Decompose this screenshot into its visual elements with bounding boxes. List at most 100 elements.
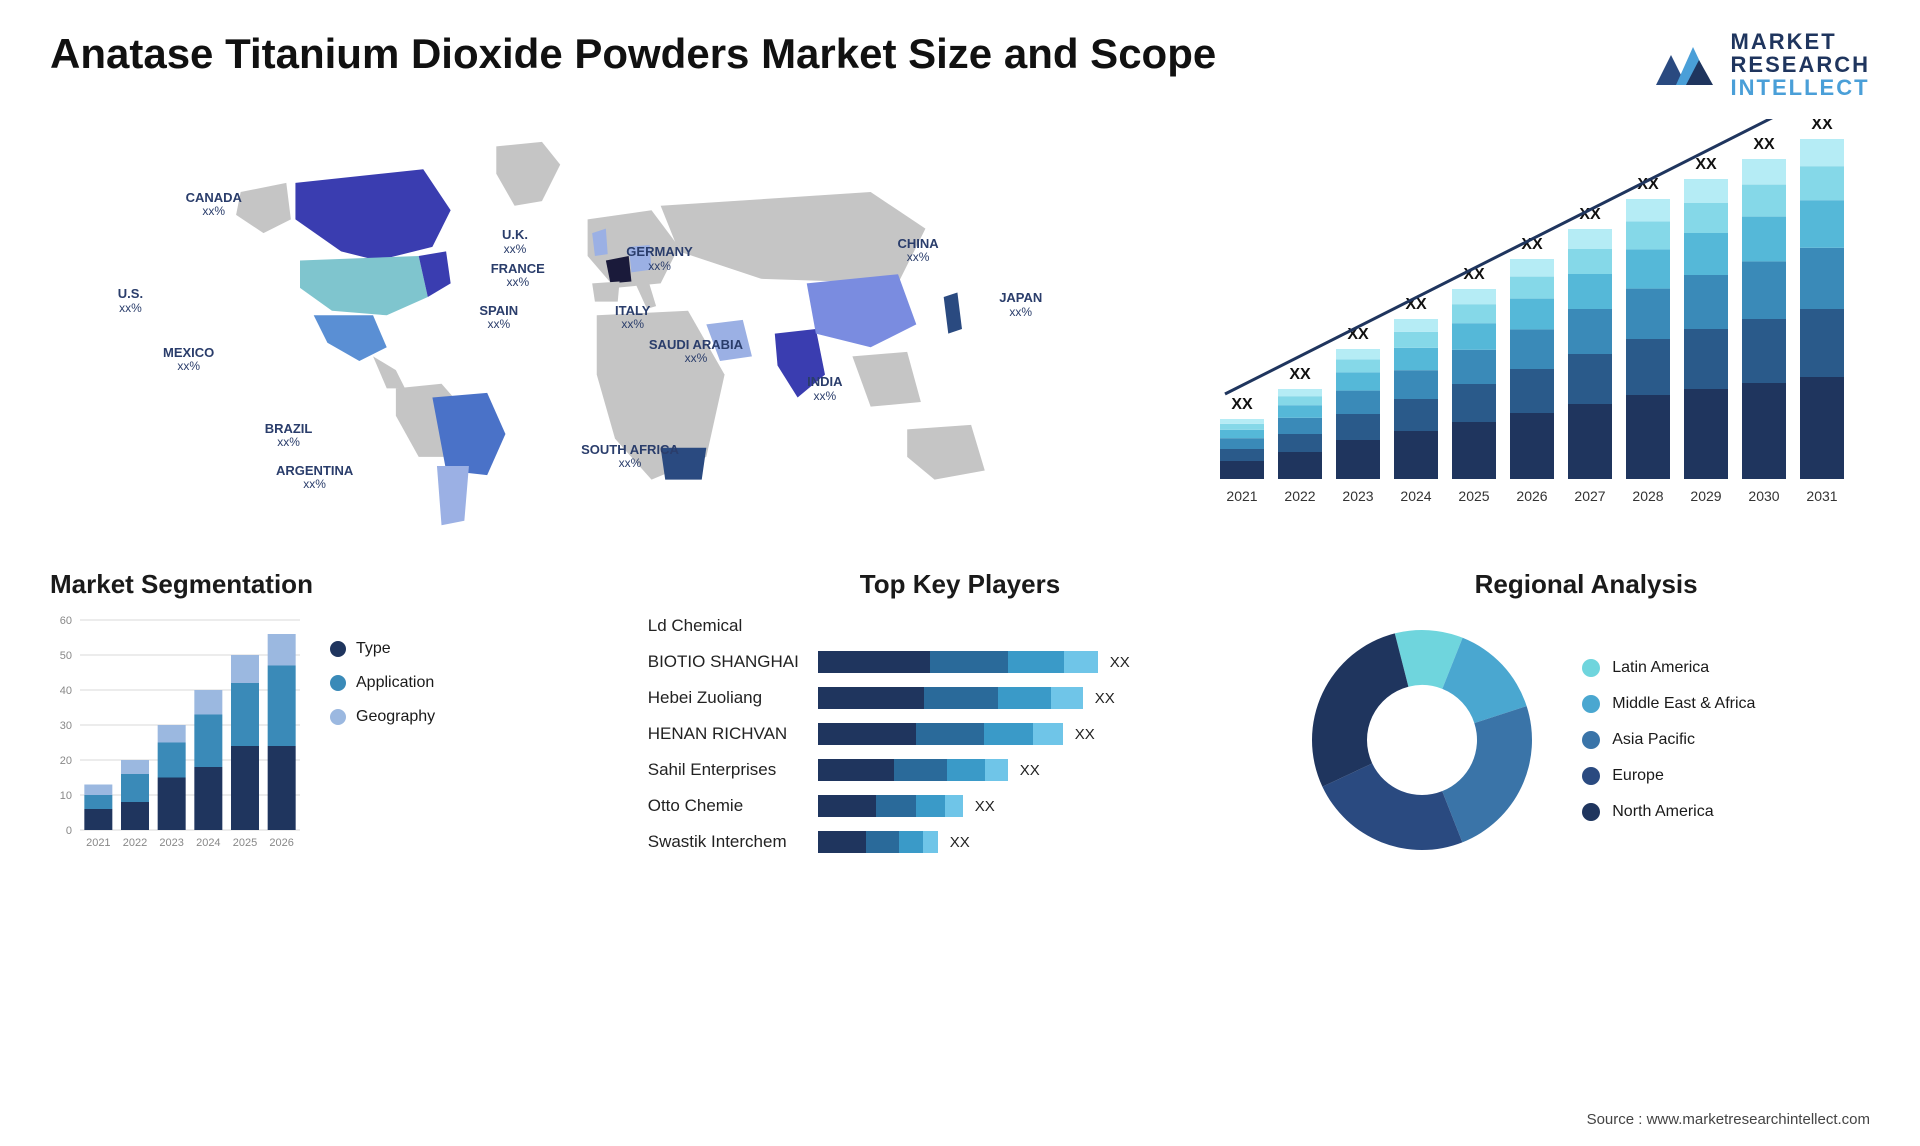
map-label-canada: CANADAxx% bbox=[186, 191, 242, 218]
forecast-bar-seg bbox=[1568, 354, 1612, 404]
key-player-bar-seg bbox=[818, 759, 894, 781]
forecast-bar-seg bbox=[1568, 249, 1612, 274]
forecast-bar-seg bbox=[1684, 275, 1728, 329]
key-player-bar-seg bbox=[984, 723, 1033, 745]
segmentation-title: Market Segmentation bbox=[50, 569, 618, 600]
legend-swatch bbox=[1582, 731, 1600, 749]
forecast-bar-seg bbox=[1742, 383, 1786, 479]
forecast-year-label: 2027 bbox=[1574, 488, 1605, 504]
forecast-bar-seg bbox=[1684, 329, 1728, 389]
forecast-bar-seg bbox=[1742, 185, 1786, 217]
map-region-australia bbox=[907, 425, 985, 480]
map-label-spain: SPAINxx% bbox=[479, 304, 518, 331]
segmentation-chart: 0102030405060202120222023202420252026 bbox=[50, 610, 310, 860]
forecast-bar-seg bbox=[1510, 277, 1554, 299]
legend-label: Europe bbox=[1612, 767, 1664, 785]
key-player-bar-seg bbox=[1051, 687, 1083, 709]
forecast-bar-seg bbox=[1626, 222, 1670, 250]
key-player-bar-wrap: XX bbox=[818, 759, 1273, 781]
forecast-year-label: 2030 bbox=[1748, 488, 1779, 504]
forecast-bar-seg bbox=[1742, 217, 1786, 262]
key-player-value: XX bbox=[1095, 690, 1115, 707]
brand-logo: MARKET RESEARCH INTELLECT bbox=[1651, 30, 1870, 99]
legend-label: Application bbox=[356, 674, 434, 692]
donut-slice bbox=[1312, 633, 1408, 786]
forecast-bar-seg bbox=[1220, 438, 1264, 449]
map-label-south-africa: SOUTH AFRICAxx% bbox=[581, 443, 679, 470]
forecast-bar-seg bbox=[1394, 348, 1438, 370]
regional-legend-item: North America bbox=[1582, 803, 1755, 821]
seg-bar-seg bbox=[121, 760, 149, 774]
forecast-bar-seg bbox=[1278, 434, 1322, 452]
seg-bar-seg bbox=[194, 715, 222, 768]
map-region-canada bbox=[295, 169, 450, 260]
seg-bar-seg bbox=[268, 634, 296, 666]
regional-donut bbox=[1302, 620, 1542, 860]
seg-ytick: 50 bbox=[60, 650, 72, 662]
map-label-france: FRANCExx% bbox=[491, 262, 545, 289]
forecast-bar-seg bbox=[1278, 405, 1322, 418]
seg-bar-seg bbox=[84, 785, 112, 796]
forecast-bar-seg bbox=[1684, 203, 1728, 233]
forecast-bar-seg bbox=[1394, 399, 1438, 431]
map-region-spain bbox=[592, 282, 619, 302]
forecast-bar-label: XX bbox=[1347, 326, 1369, 343]
forecast-bar-seg bbox=[1336, 360, 1380, 373]
key-player-bar-seg bbox=[923, 831, 937, 853]
forecast-bar-seg bbox=[1336, 414, 1380, 440]
map-region-china bbox=[807, 274, 917, 347]
key-player-name: HENAN RICHVAN bbox=[648, 724, 818, 744]
seg-bar-seg bbox=[84, 809, 112, 830]
forecast-bar-seg bbox=[1568, 404, 1612, 479]
forecast-bar-seg bbox=[1220, 449, 1264, 461]
key-player-bar-wrap: XX bbox=[818, 795, 1273, 817]
seg-legend-item: Geography bbox=[330, 708, 435, 726]
legend-swatch bbox=[1582, 659, 1600, 677]
forecast-bar-seg bbox=[1568, 274, 1612, 309]
key-player-row: Swastik InterchemXX bbox=[648, 826, 1273, 858]
key-player-bar-seg bbox=[876, 795, 917, 817]
map-region-se-asia bbox=[852, 352, 920, 407]
forecast-year-label: 2021 bbox=[1226, 488, 1257, 504]
key-player-name: Hebei Zuoliang bbox=[648, 688, 818, 708]
forecast-bar-seg bbox=[1626, 339, 1670, 395]
key-player-row: Sahil EnterprisesXX bbox=[648, 754, 1273, 786]
key-player-value: XX bbox=[1075, 726, 1095, 743]
forecast-bar-label: XX bbox=[1695, 156, 1717, 173]
key-player-row: HENAN RICHVAN XX bbox=[648, 718, 1273, 750]
page-title: Anatase Titanium Dioxide Powders Market … bbox=[50, 30, 1216, 78]
forecast-year-label: 2028 bbox=[1632, 488, 1663, 504]
forecast-bar-seg bbox=[1220, 424, 1264, 430]
forecast-bar-seg bbox=[1510, 369, 1554, 413]
forecast-bar-seg bbox=[1394, 431, 1438, 479]
map-region-alaska bbox=[236, 183, 291, 233]
logo-text-3: INTELLECT bbox=[1731, 76, 1870, 99]
key-player-row: Otto ChemieXX bbox=[648, 790, 1273, 822]
map-region-mexico bbox=[314, 316, 387, 362]
key-player-bar-seg bbox=[916, 723, 985, 745]
map-region-uk bbox=[592, 229, 608, 256]
seg-xtick: 2025 bbox=[233, 837, 257, 849]
map-region-greenland bbox=[496, 142, 560, 206]
forecast-bar-seg bbox=[1800, 309, 1844, 377]
forecast-year-label: 2023 bbox=[1342, 488, 1373, 504]
forecast-bar-seg bbox=[1568, 229, 1612, 249]
key-player-bar-seg bbox=[916, 795, 945, 817]
forecast-bar-seg bbox=[1626, 395, 1670, 479]
legend-label: Middle East & Africa bbox=[1612, 695, 1755, 713]
regional-title: Regional Analysis bbox=[1302, 569, 1870, 600]
forecast-bar-seg bbox=[1452, 304, 1496, 323]
key-player-row: Hebei Zuoliang XX bbox=[648, 682, 1273, 714]
forecast-year-label: 2026 bbox=[1516, 488, 1547, 504]
key-player-name: Swastik Interchem bbox=[648, 832, 818, 852]
regional-legend: Latin AmericaMiddle East & AfricaAsia Pa… bbox=[1582, 659, 1755, 821]
legend-label: Asia Pacific bbox=[1612, 731, 1695, 749]
key-player-bar-seg bbox=[818, 651, 930, 673]
forecast-bar-seg bbox=[1394, 370, 1438, 399]
forecast-bar-seg bbox=[1220, 419, 1264, 424]
key-player-bar-seg bbox=[924, 687, 998, 709]
forecast-bar-seg bbox=[1510, 330, 1554, 370]
legend-label: Type bbox=[356, 640, 391, 658]
key-player-value: XX bbox=[1020, 762, 1040, 779]
forecast-bar-label: XX bbox=[1753, 136, 1775, 153]
